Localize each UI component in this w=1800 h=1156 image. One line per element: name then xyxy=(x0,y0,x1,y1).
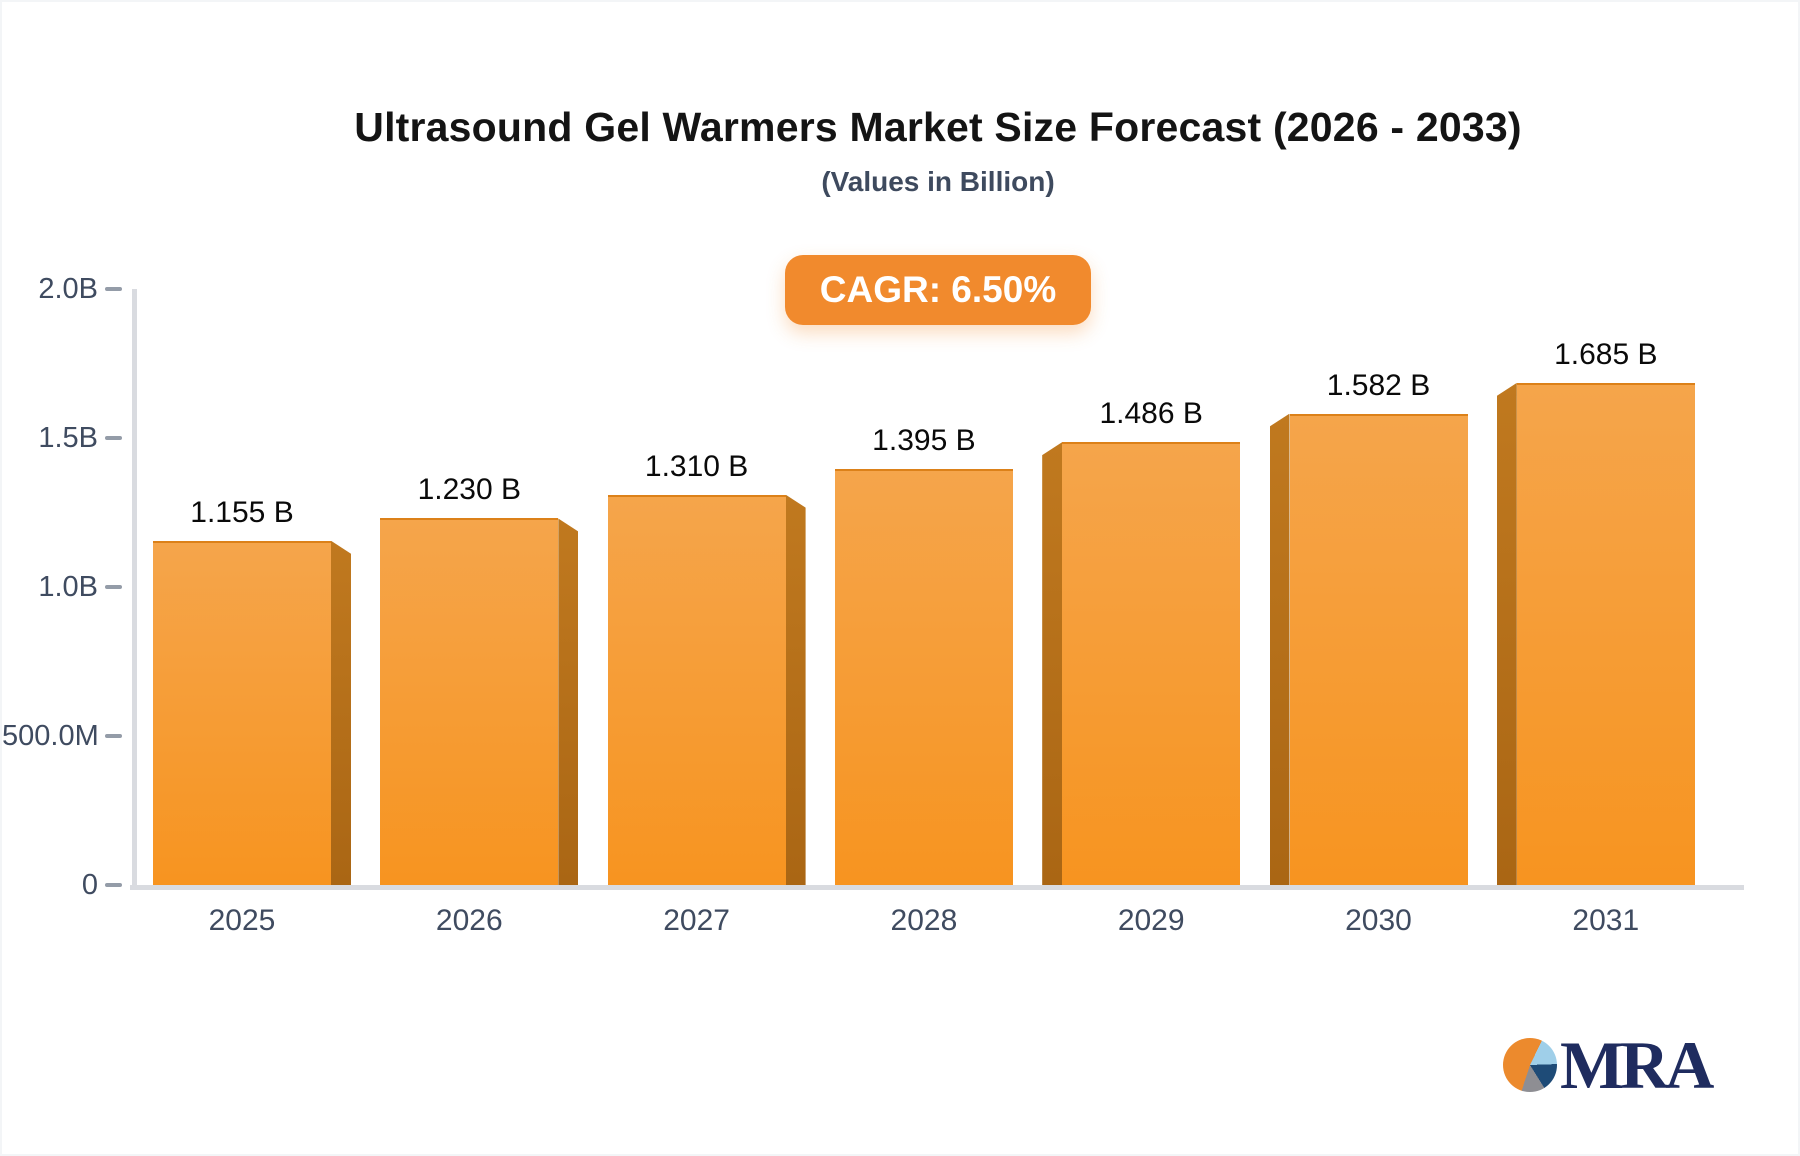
y-axis-tick-label: 0 xyxy=(81,869,98,901)
x-axis-label: 2025 xyxy=(208,904,276,937)
y-axis-tick-label: 2.0B xyxy=(38,273,98,305)
y-axis-line xyxy=(132,289,137,890)
x-axis-label: 2031 xyxy=(1572,904,1640,937)
bar-value-label: 1.685 B xyxy=(1554,337,1658,371)
bar-value-label: 1.230 B xyxy=(417,473,522,507)
x-axis-label: 2027 xyxy=(663,904,730,937)
bar-side-face xyxy=(1269,413,1290,885)
y-axis-tick-dash xyxy=(105,585,122,589)
bar-value-label: 1.310 B xyxy=(644,449,749,483)
x-axis-label: 2028 xyxy=(890,904,958,937)
chart-subtitle: (Values in Billion) xyxy=(821,166,1055,197)
bar-value-label: 1.395 B xyxy=(872,424,976,458)
bar-2030 xyxy=(1289,413,1468,885)
bar-side-face xyxy=(785,494,806,885)
bar-side-face xyxy=(558,518,579,885)
brand-logo: MRA xyxy=(1503,1027,1714,1103)
bar-value-label: 1.155 B xyxy=(190,495,294,529)
bar-2025 xyxy=(153,540,331,885)
bar-2029 xyxy=(1062,442,1241,885)
bar-2026 xyxy=(380,518,559,885)
bar-side-face xyxy=(1496,382,1517,885)
bar-value-label: 1.486 B xyxy=(1099,397,1203,431)
x-axis-label: 2029 xyxy=(1117,904,1185,937)
chart-title: Ultrasound Gel Warmers Market Size Forec… xyxy=(354,104,1522,150)
y-axis-tick-dash xyxy=(105,287,122,291)
y-axis-tick-label: 500.0M xyxy=(2,720,99,752)
pie-chart-icon xyxy=(1503,1038,1557,1092)
bar-2027 xyxy=(607,494,786,885)
y-axis-tick-label: 1.0B xyxy=(38,571,98,603)
y-axis-tick-dash xyxy=(105,883,122,887)
cagr-badge: CAGR: 6.50% xyxy=(784,255,1092,325)
x-axis-label: 2030 xyxy=(1345,904,1412,937)
y-axis-tick-dash xyxy=(105,734,122,738)
x-axis-label: 2026 xyxy=(435,904,503,937)
y-axis-tick-dash xyxy=(105,436,122,440)
bar-side-face xyxy=(331,540,351,885)
brand-logo-text: MRA xyxy=(1560,1027,1714,1103)
bar-side-face xyxy=(1042,442,1063,885)
y-axis-tick-label: 1.5B xyxy=(38,422,98,454)
bar-value-label: 1.582 B xyxy=(1326,368,1431,402)
bar-2028 xyxy=(834,469,1013,885)
bar-2031 xyxy=(1516,382,1695,885)
cagr-badge-row: CAGR: 6.50% xyxy=(132,255,1744,325)
x-axis-baseline xyxy=(130,885,1744,890)
